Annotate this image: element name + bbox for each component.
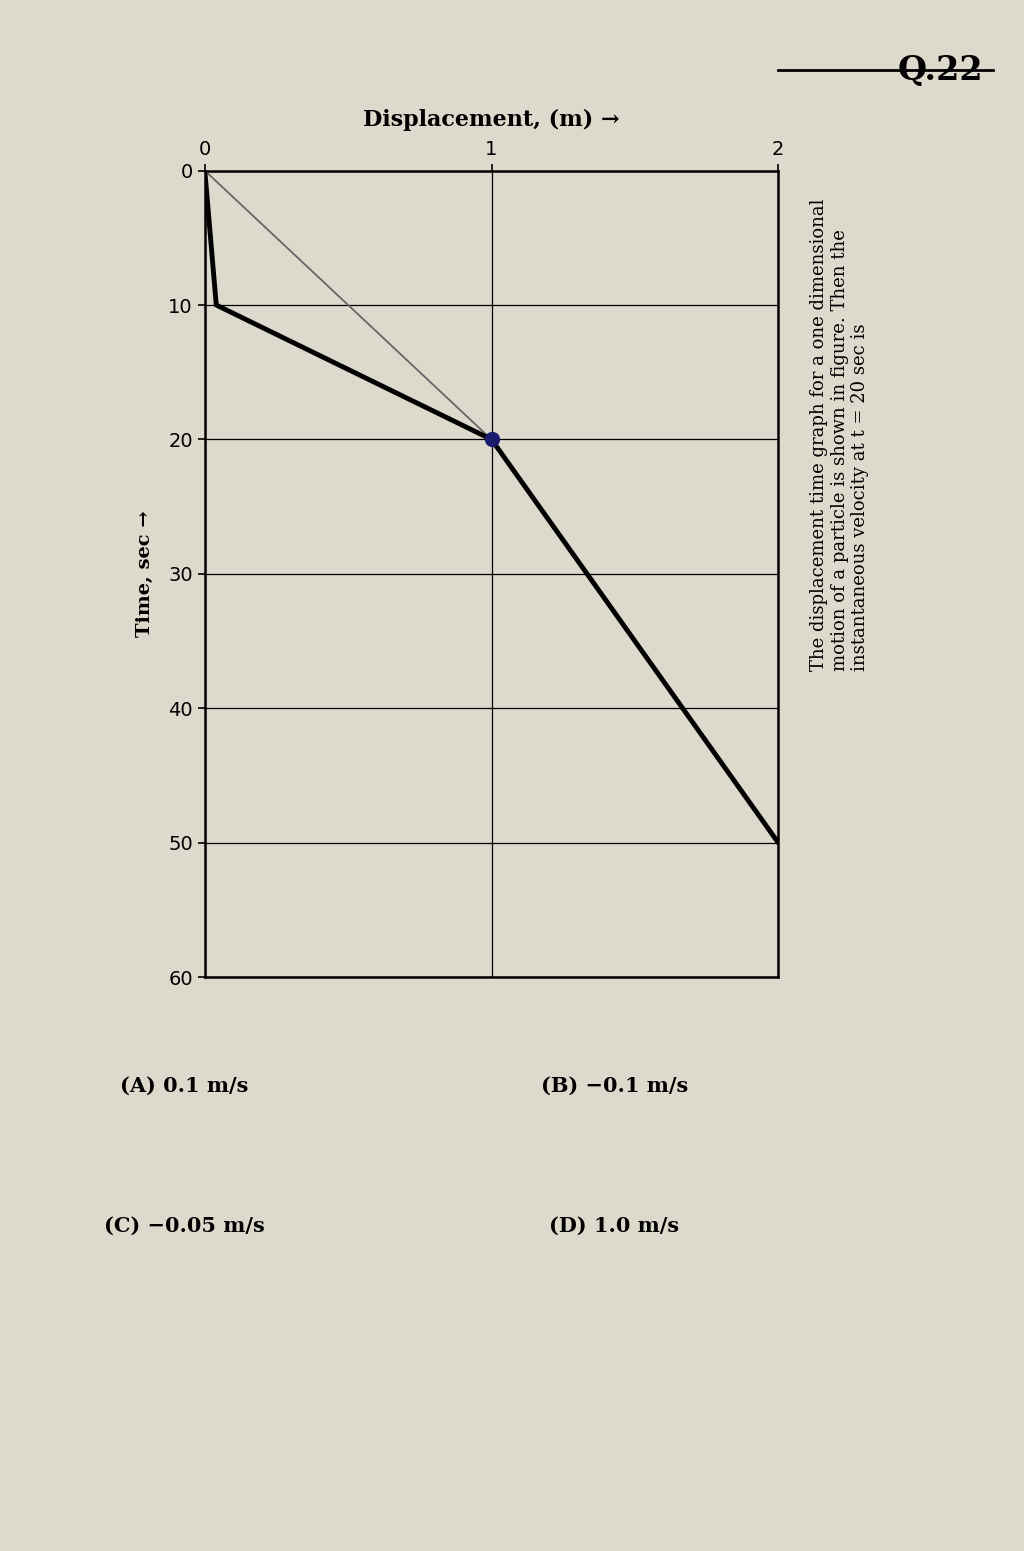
Text: (C) −0.05 m/s: (C) −0.05 m/s (104, 1216, 264, 1235)
Text: (D) 1.0 m/s: (D) 1.0 m/s (549, 1216, 680, 1235)
Text: (B) −0.1 m/s: (B) −0.1 m/s (541, 1076, 688, 1095)
X-axis label: Displacement, (m) →: Displacement, (m) → (364, 109, 620, 130)
Text: (A) 0.1 m/s: (A) 0.1 m/s (120, 1076, 249, 1095)
Text: The displacement time graph for a one dimensional
motion of a particle is shown : The displacement time graph for a one di… (810, 199, 869, 670)
Text: Q.22: Q.22 (897, 54, 983, 87)
Y-axis label: Time, sec →: Time, sec → (136, 510, 155, 637)
